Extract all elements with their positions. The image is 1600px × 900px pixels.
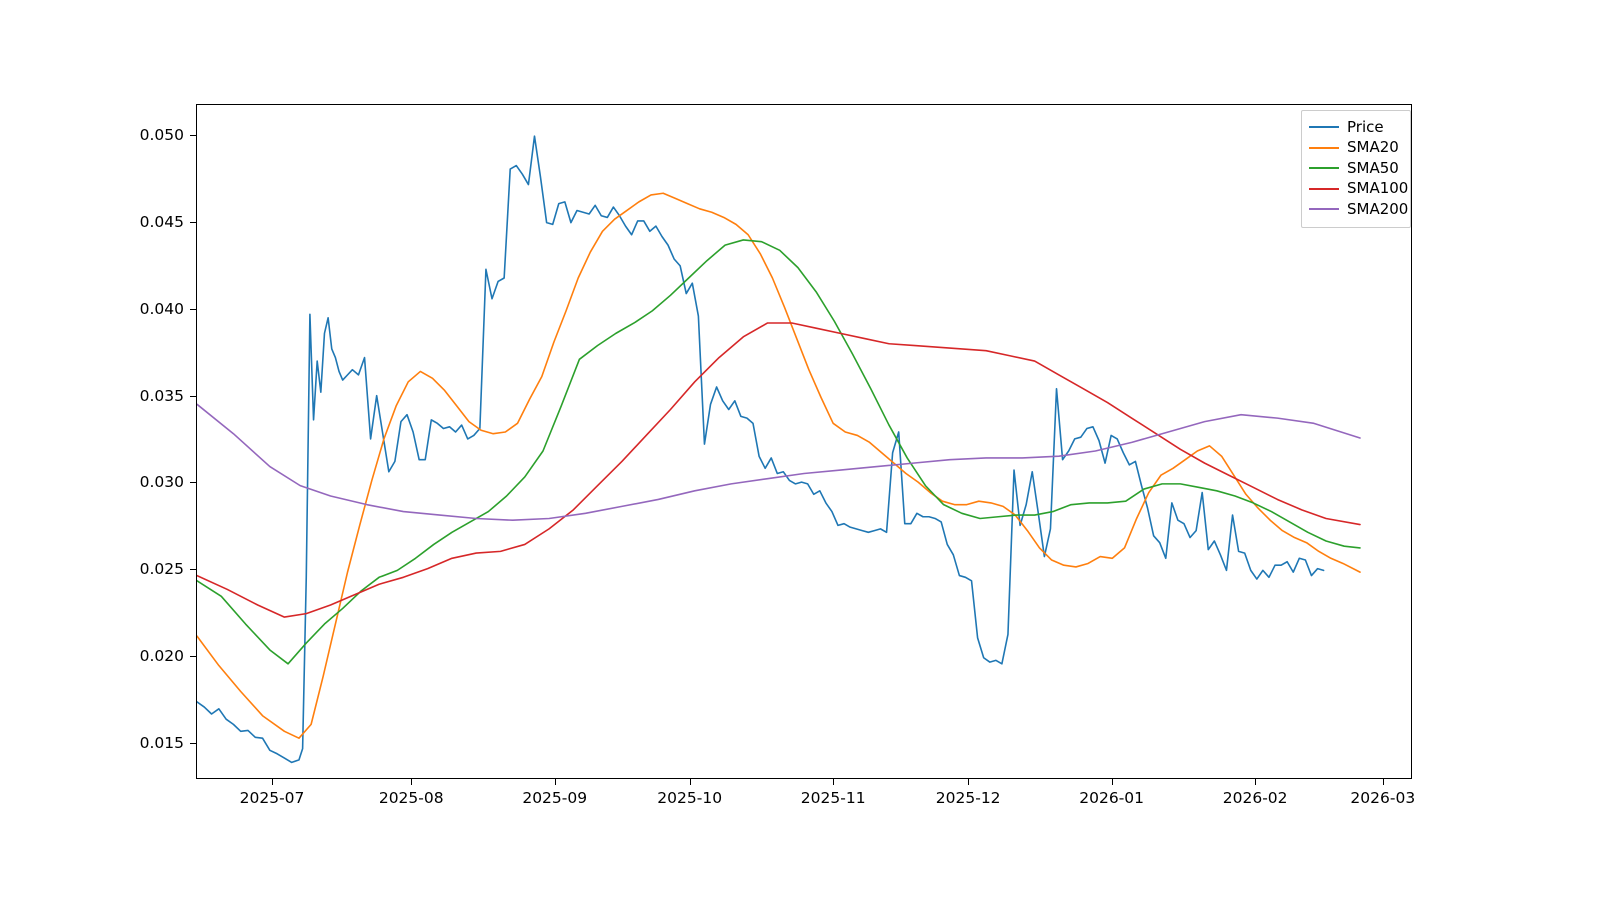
y-tick-label: 0.045 bbox=[139, 212, 184, 231]
legend-color-swatch bbox=[1309, 208, 1339, 211]
x-tick-label: 2025-12 bbox=[935, 789, 1001, 807]
legend-color-swatch bbox=[1309, 126, 1339, 129]
x-tick-mark bbox=[689, 779, 691, 785]
x-tick-label: 2025-07 bbox=[239, 789, 305, 807]
x-tick-mark bbox=[1255, 779, 1257, 785]
plot-area bbox=[196, 104, 1412, 779]
legend-label: SMA50 bbox=[1347, 158, 1399, 177]
legend-color-swatch bbox=[1309, 187, 1339, 190]
x-tick-mark bbox=[833, 779, 835, 785]
series-line-sma200 bbox=[197, 404, 1360, 520]
legend-item-sma100[interactable]: SMA100 bbox=[1309, 179, 1408, 200]
x-tick-label: 2025-08 bbox=[378, 789, 444, 807]
legend-label: SMA20 bbox=[1347, 138, 1399, 157]
series-line-sma50 bbox=[197, 240, 1360, 664]
x-tick-mark bbox=[1111, 779, 1113, 785]
series-line-price bbox=[197, 136, 1324, 762]
x-tick-label: 2026-03 bbox=[1350, 789, 1416, 807]
y-tick-mark bbox=[190, 395, 196, 397]
legend-label: Price bbox=[1347, 117, 1384, 136]
y-axis-tick-labels: 0.015 0.020 0.025 0.030 0.035 0.040 0.045 0.050 bbox=[80, 104, 184, 779]
y-tick-mark bbox=[190, 742, 196, 744]
legend-color-swatch bbox=[1309, 167, 1339, 170]
y-tick-label: 0.020 bbox=[139, 646, 184, 665]
legend-item-sma50[interactable]: SMA50 bbox=[1309, 158, 1403, 179]
series-line-sma20 bbox=[197, 193, 1360, 738]
x-axis-tick-labels: 2025-07 2025-08 2025-09 2025-10 2025-11 2025-… bbox=[0, 789, 1600, 815]
y-tick-label: 0.050 bbox=[139, 126, 184, 145]
legend-label: SMA200 bbox=[1347, 199, 1409, 218]
x-tick-label: 2025-10 bbox=[657, 789, 723, 807]
y-tick-mark bbox=[190, 308, 196, 310]
y-tick-mark bbox=[190, 482, 196, 484]
legend-item-sma200[interactable]: SMA200 bbox=[1309, 199, 1408, 220]
y-tick-mark bbox=[190, 569, 196, 571]
y-tick-mark bbox=[190, 655, 196, 657]
legend-color-swatch bbox=[1309, 146, 1339, 149]
y-tick-label: 0.035 bbox=[139, 386, 184, 405]
x-tick-label: 2026-01 bbox=[1079, 789, 1145, 807]
x-tick-label: 2026-02 bbox=[1222, 789, 1288, 807]
y-tick-mark bbox=[190, 135, 196, 137]
legend-item-price[interactable]: Price bbox=[1309, 117, 1403, 138]
legend-item-sma20[interactable]: SMA20 bbox=[1309, 138, 1403, 159]
x-tick-label: 2025-09 bbox=[522, 789, 588, 807]
x-tick-mark bbox=[1382, 779, 1384, 785]
x-tick-mark bbox=[554, 779, 556, 785]
y-tick-label: 0.025 bbox=[139, 560, 184, 579]
x-tick-mark bbox=[411, 779, 413, 785]
x-tick-label: 2025-11 bbox=[800, 789, 866, 807]
series-line-sma100 bbox=[197, 323, 1360, 617]
chart-legend: Price SMA20 SMA50 SMA100 SMA200 bbox=[1301, 110, 1411, 228]
y-tick-label: 0.015 bbox=[139, 733, 184, 752]
y-tick-label: 0.030 bbox=[139, 473, 184, 492]
x-tick-mark bbox=[272, 779, 274, 785]
series-canvas bbox=[197, 105, 1411, 778]
x-tick-mark bbox=[968, 779, 970, 785]
y-tick-label: 0.040 bbox=[139, 299, 184, 318]
legend-label: SMA100 bbox=[1347, 179, 1409, 198]
y-tick-mark bbox=[190, 221, 196, 224]
